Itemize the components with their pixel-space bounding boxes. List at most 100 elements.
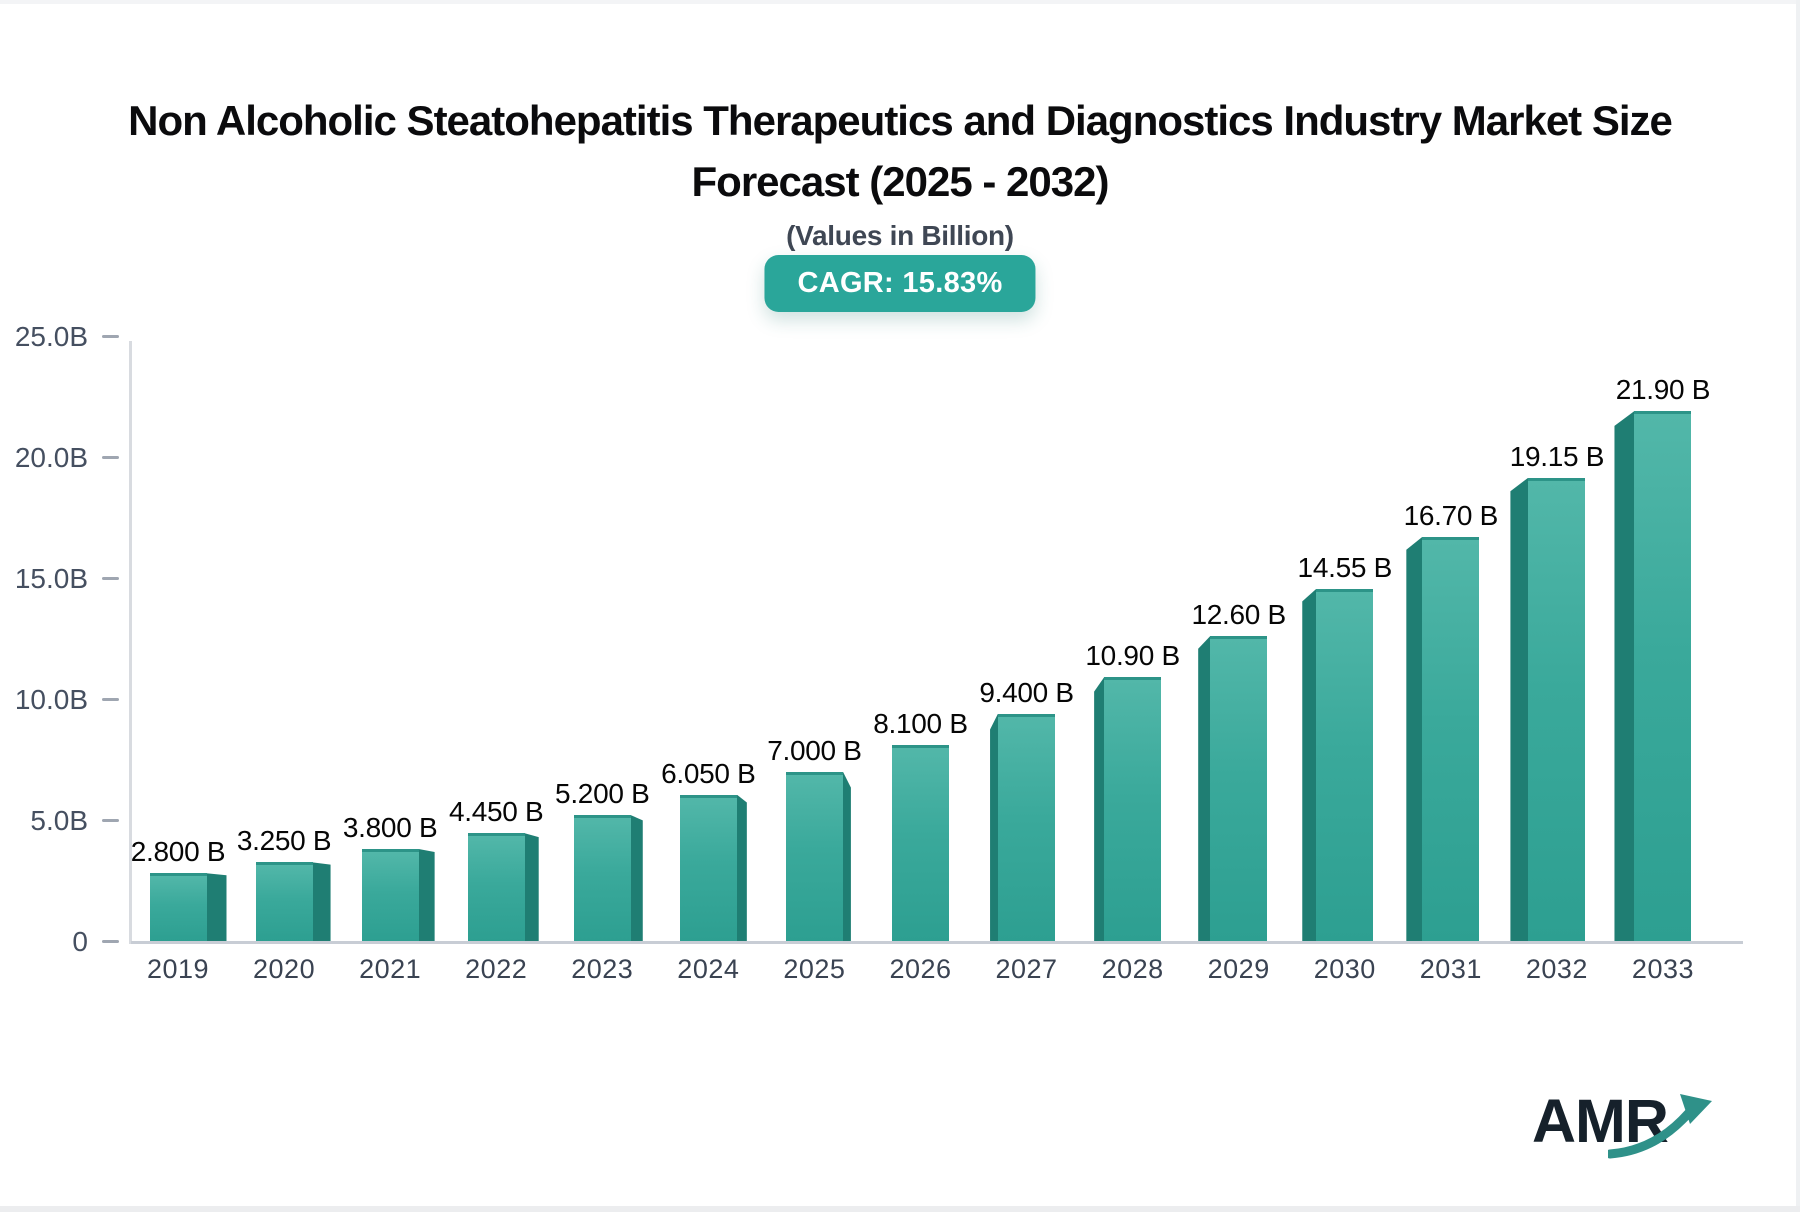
y-axis-line [129,341,132,944]
bar-front-face [149,873,207,941]
x-tick-label-2024: 2024 [677,954,740,984]
cagr-badge: CAGR: 15.83% [764,255,1036,312]
bar-side-face [206,873,227,941]
bar-value-label: 8.100 B [873,707,968,739]
bar-value-label: 3.800 B [342,812,438,844]
bar-2024[interactable] [679,794,747,941]
bar-2028[interactable] [1094,677,1162,941]
bar-2032[interactable] [1510,477,1586,941]
x-tick-label-2031: 2031 [1419,954,1482,984]
bar-2019[interactable] [149,873,227,941]
bar-value-label: 9.400 B [979,676,1074,708]
y-tick-dash [102,456,119,459]
bar-side-face [524,833,539,941]
bar-value-label: 16.70 B [1403,499,1499,531]
x-tick-label-2019: 2019 [146,954,210,984]
y-tick-dash [102,577,119,580]
bar-value-label: 6.050 B [661,757,756,789]
bar-2029[interactable] [1198,636,1268,941]
x-tick-label-2028: 2028 [1101,954,1164,984]
y-tick-dash [102,698,119,701]
bar-front-face [891,744,949,941]
x-tick-label-2033: 2033 [1631,954,1695,984]
bar-value-label: 12.60 B [1191,599,1286,631]
bar-value-label: 10.90 B [1085,640,1180,672]
x-tick-label-2021: 2021 [359,954,422,984]
bar-value-label: 7.000 B [767,734,862,766]
y-tick-label: 15.0B [14,563,88,594]
y-tick-dash [102,335,119,338]
bar-value-label: 19.15 B [1509,440,1605,472]
bar-2026[interactable] [891,744,949,941]
growth-arrow-icon [1608,1094,1712,1159]
bar-side-face [842,771,851,941]
bar-front-face [573,815,631,941]
bar-2021[interactable] [361,849,435,941]
bar-2020[interactable] [255,862,331,941]
x-tick-label-2023: 2023 [571,954,634,984]
y-tick-label: 20.0B [14,442,88,473]
bar-2027[interactable] [990,713,1056,941]
x-tick-label-2030: 2030 [1313,954,1376,984]
bar-front-face [467,833,525,941]
bar-value-label: 21.90 B [1615,374,1711,406]
bar-2031[interactable] [1406,536,1480,941]
y-tick-label: 10.0B [14,684,88,715]
bar-front-face [1210,636,1268,941]
y-tick-label: 5.0B [30,805,88,836]
chart-title-line1: Non Alcoholic Steatohepatitis Therapeuti… [128,97,1673,144]
bar-front-face [255,862,313,941]
bar-side-face [1406,536,1423,941]
y-tick-label: 25.0B [14,321,88,352]
amr-logo: AMR [1520,1080,1730,1172]
bar-value-label: 5.200 B [555,778,650,810]
bar-2033[interactable] [1614,411,1692,941]
y-tick-dash [102,940,119,943]
chart-title: Non Alcoholic Steatohepatitis Therapeuti… [0,90,1800,212]
bar-2023[interactable] [573,815,643,941]
bar-front-face [1422,536,1480,941]
x-axis-line [131,941,1743,944]
bar-front-face [998,713,1056,941]
bar-value-label: 4.450 B [448,796,544,828]
chart-subtitle: (Values in Billion) [786,220,1014,251]
chart-title-line2: Forecast (2025 - 2032) [691,158,1110,205]
x-tick-label-2026: 2026 [889,954,952,984]
bar-side-face [990,713,999,941]
y-tick-dash [102,819,119,822]
bar-side-face [1614,411,1635,941]
page-top-border [0,0,1800,4]
bar-side-face [1094,677,1105,941]
bar-side-face [630,815,643,941]
y-tick-label: 0 [72,926,88,957]
bar-front-face [1634,411,1692,941]
bar-side-face [1510,477,1529,941]
bar-side-face [1302,588,1317,941]
bar-front-face [361,849,419,941]
bar-side-face [1198,636,1211,941]
x-tick-label-2020: 2020 [253,954,316,984]
bar-2025[interactable] [785,771,851,941]
page-right-border [1796,0,1800,1212]
x-tick-label-2027: 2027 [995,954,1058,984]
x-tick-label-2022: 2022 [465,954,528,984]
x-tick-label-2029: 2029 [1207,954,1270,984]
bar-side-face [418,849,435,941]
bar-front-face [1316,588,1374,941]
x-tick-label-2032: 2032 [1525,954,1588,984]
bar-2030[interactable] [1302,588,1374,941]
bar-front-face [1104,677,1162,941]
bar-value-label: 3.250 B [236,825,332,857]
bar-side-face [312,862,331,941]
page-bottom-border [0,1206,1800,1212]
bar-2022[interactable] [467,833,539,941]
bar-front-face [1528,477,1586,941]
bar-value-label: 14.55 B [1297,551,1393,583]
bar-side-face [736,794,747,941]
bar-value-label: 2.800 B [130,836,226,868]
x-tick-label-2025: 2025 [783,954,846,984]
bar-front-face [679,794,737,941]
bar-front-face [785,771,843,941]
